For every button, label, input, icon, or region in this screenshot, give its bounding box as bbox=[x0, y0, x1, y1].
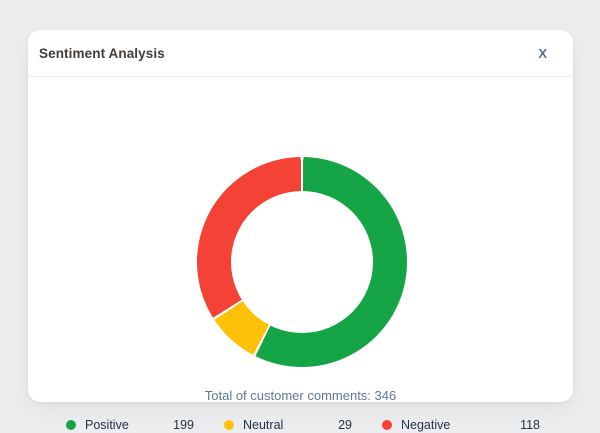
neutral-dot-icon bbox=[224, 420, 234, 430]
legend-item-neutral: Neutral 29 bbox=[224, 418, 382, 432]
legend-value-positive: 199 bbox=[173, 418, 194, 432]
card-title: Sentiment Analysis bbox=[39, 45, 165, 61]
legend-value-negative: 118 bbox=[520, 418, 540, 432]
legend-label-positive: Positive bbox=[85, 418, 129, 432]
positive-dot-icon bbox=[66, 420, 76, 430]
sentiment-analysis-card: Sentiment Analysis X Total of customer c… bbox=[28, 30, 573, 432]
negative-dot-icon bbox=[382, 420, 392, 430]
card-header: Sentiment Analysis X bbox=[28, 30, 573, 77]
legend-item-negative: Negative 118 bbox=[382, 418, 540, 432]
legend-label-negative: Negative bbox=[401, 418, 451, 432]
legend-label-neutral: Neutral bbox=[243, 418, 284, 432]
donut-chart bbox=[197, 157, 407, 367]
total-comments-text: Total of customer comments: 346 bbox=[204, 388, 397, 403]
legend-value-neutral: 29 bbox=[338, 418, 352, 432]
close-icon[interactable]: X bbox=[532, 43, 553, 64]
chart-legend: Positive 199 Neutral 29 Negative 118 bbox=[66, 418, 540, 432]
legend-item-positive: Positive 199 bbox=[66, 418, 224, 432]
card-body: Total of customer comments: 346 Positive… bbox=[28, 77, 573, 432]
